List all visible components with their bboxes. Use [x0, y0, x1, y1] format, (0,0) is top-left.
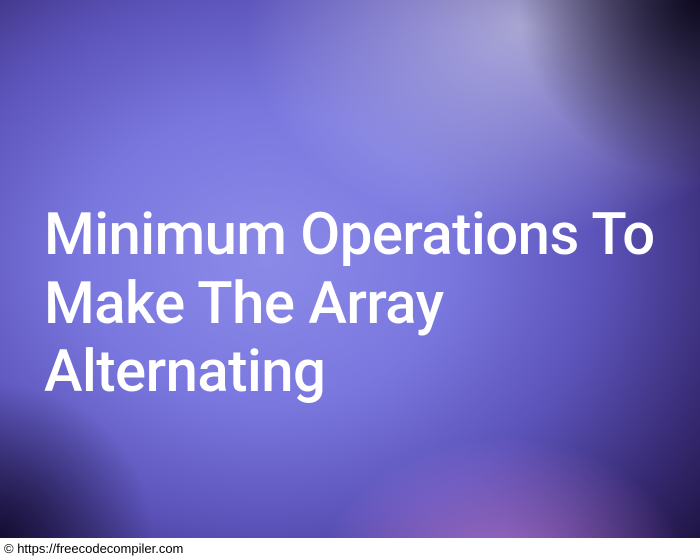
attribution-bar: © https://freecodecompiler.com: [0, 538, 700, 560]
hero-banner: Minimum Operations To Make The Array Alt…: [0, 0, 700, 538]
hero-title: Minimum Operations To Make The Array Alt…: [0, 201, 700, 406]
